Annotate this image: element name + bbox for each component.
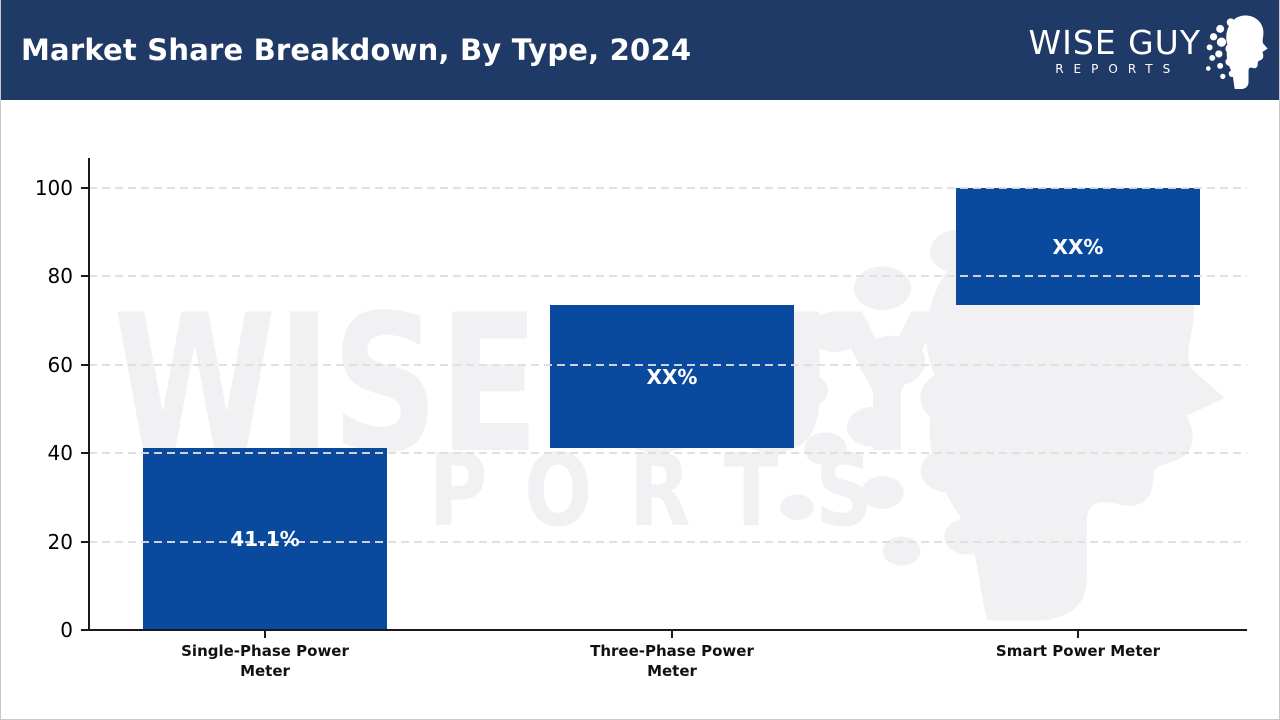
y-tick-label-100: 100 <box>34 176 73 200</box>
gridline-60 <box>89 363 1247 366</box>
gridline-20 <box>89 540 1247 543</box>
y-tick-label-60: 60 <box>47 352 73 377</box>
logo-wordmark: WISE GUY <box>1028 23 1201 63</box>
y-tick-80 <box>81 275 88 278</box>
y-tick-label-80: 80 <box>47 264 73 289</box>
bar-value-label-three-phase-power-meter: XX% <box>646 364 698 389</box>
gridline-100 <box>89 187 1247 189</box>
bar-value-label-single-phase-power-meter: 41.1% <box>230 527 300 552</box>
y-tick-20 <box>81 540 88 543</box>
page-title: Market Share Breakdown, By Type, 2024 <box>21 33 692 67</box>
logo-subtitle: REPORTS <box>1055 61 1181 76</box>
logo-face-icon <box>1203 9 1269 91</box>
y-tick-0 <box>81 629 88 631</box>
bar-single-phase-power-meter <box>143 448 387 630</box>
wiseguy-logo: WISE GUY REPORTS <box>1028 6 1269 94</box>
y-tick-60 <box>81 363 88 366</box>
bar-value-label-smart-power-meter: XX% <box>1052 234 1104 259</box>
x-category-label-three-phase-power-meter: Three-Phase Power Meter <box>590 642 754 680</box>
x-axis-line <box>88 629 1247 631</box>
bar-three-phase-power-meter <box>550 305 794 449</box>
y-tick-40 <box>81 452 88 455</box>
gridline-80 <box>89 275 1247 278</box>
y-tick-label-0: 0 <box>60 618 73 642</box>
x-tick-single-phase-power-meter <box>264 631 266 638</box>
y-axis-line <box>88 158 90 631</box>
y-tick-100 <box>81 187 88 189</box>
gridline-40 <box>89 452 1247 455</box>
logo-text: WISE GUY REPORTS <box>1028 26 1201 76</box>
x-tick-smart-power-meter <box>1077 631 1079 638</box>
x-category-label-smart-power-meter: Smart Power Meter <box>995 642 1161 660</box>
x-tick-three-phase-power-meter <box>671 631 673 638</box>
y-tick-label-40: 40 <box>47 441 73 466</box>
header-bar: Market Share Breakdown, By Type, 2024 WI… <box>1 0 1279 100</box>
y-tick-label-20: 20 <box>47 529 73 554</box>
x-category-label-single-phase-power-meter: Single-Phase Power Meter <box>181 642 349 680</box>
